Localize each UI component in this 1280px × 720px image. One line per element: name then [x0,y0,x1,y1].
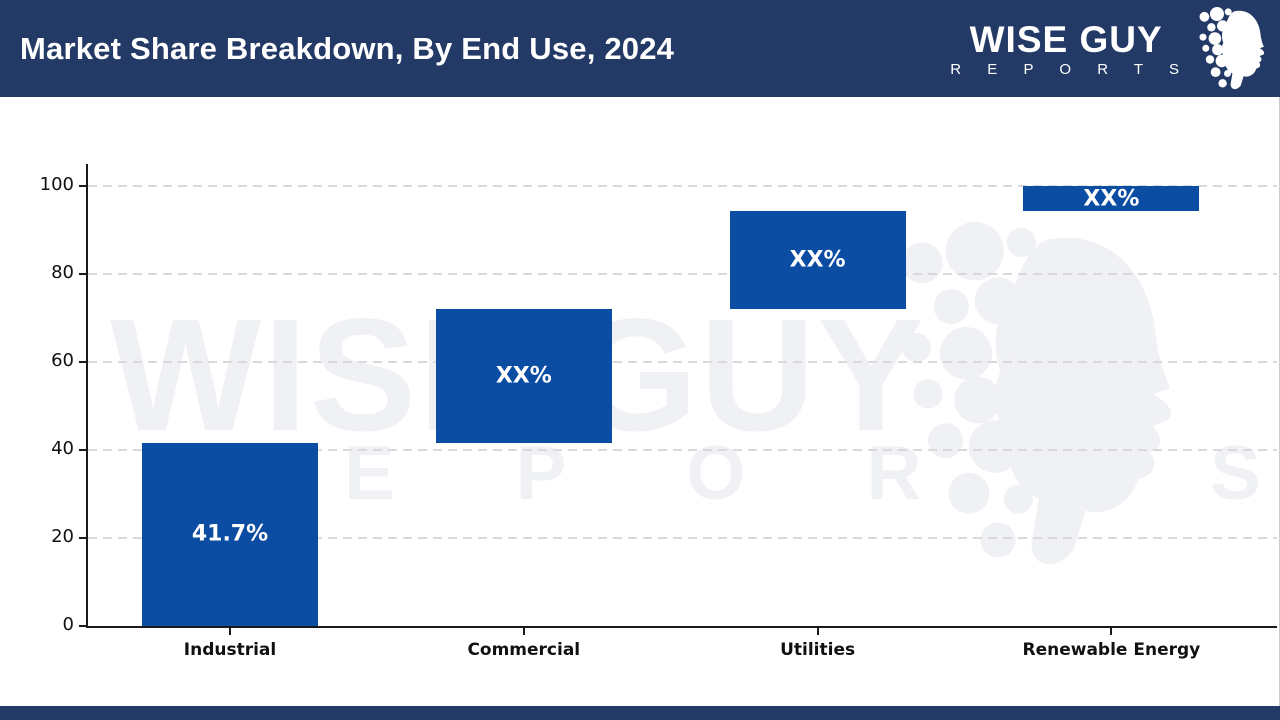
y-tick-20 [79,537,87,539]
y-tick-60 [79,361,87,363]
x-axis-label-utilities: Utilities [780,640,856,660]
gridline-60 [88,361,1277,363]
x-axis-label-renewable-energy: Renewable Energy [1022,640,1201,660]
x-tick-utilities [816,628,819,635]
y-tick-100 [79,185,87,187]
y-axis-spine [86,164,88,628]
bar-value-label-utilities: XX% [789,247,846,273]
logo-wiseguy-label: WISE GUY [969,18,1163,60]
y-tick-label: 80 [51,262,74,283]
logo-text: WISE GUY R E P O R T S [942,18,1190,78]
x-tick-industrial [229,628,231,635]
wise-guy-reports-logo: WISE GUY R E P O R T S [942,7,1270,91]
gridline-40 [88,449,1277,451]
y-tick-label: 60 [51,350,74,371]
bar-value-label-industrial: 41.7% [191,521,269,547]
y-tick-label: 20 [51,526,74,547]
gridline-80 [88,273,1277,275]
x-axis-label-commercial: Commercial [467,640,581,660]
bar-value-label-commercial: XX% [495,363,552,389]
bar-industrial: 41.7% [142,442,318,626]
wiseguy-head-icon [1192,7,1270,91]
y-tick-label: 100 [39,174,74,195]
y-tick-0 [79,625,87,627]
bar-commercial: XX% [435,309,612,443]
y-tick-80 [79,273,87,275]
x-axis-spine [86,626,1277,628]
x-axis-label-industrial: Industrial [183,640,277,660]
header-bar: Market Share Breakdown, By End Use, 2024… [0,0,1280,97]
x-tick-commercial [522,628,525,635]
bar-utilities: XX% [729,211,906,310]
page-title: Market Share Breakdown, By End Use, 2024 [20,30,675,66]
gridline-100 [88,185,1277,187]
bar-value-label-renewable-energy: XX% [1083,186,1140,212]
y-tick-label: 40 [51,438,74,459]
y-tick-label: 0 [62,614,74,635]
logo-reports-label: R E P O R T S [950,60,1190,78]
x-tick-renewable-energy [1110,628,1113,635]
footer-bar [0,706,1280,720]
bar-renewable-energy: XX% [1023,186,1200,212]
y-tick-40 [79,449,87,451]
gridline-20 [88,537,1277,539]
